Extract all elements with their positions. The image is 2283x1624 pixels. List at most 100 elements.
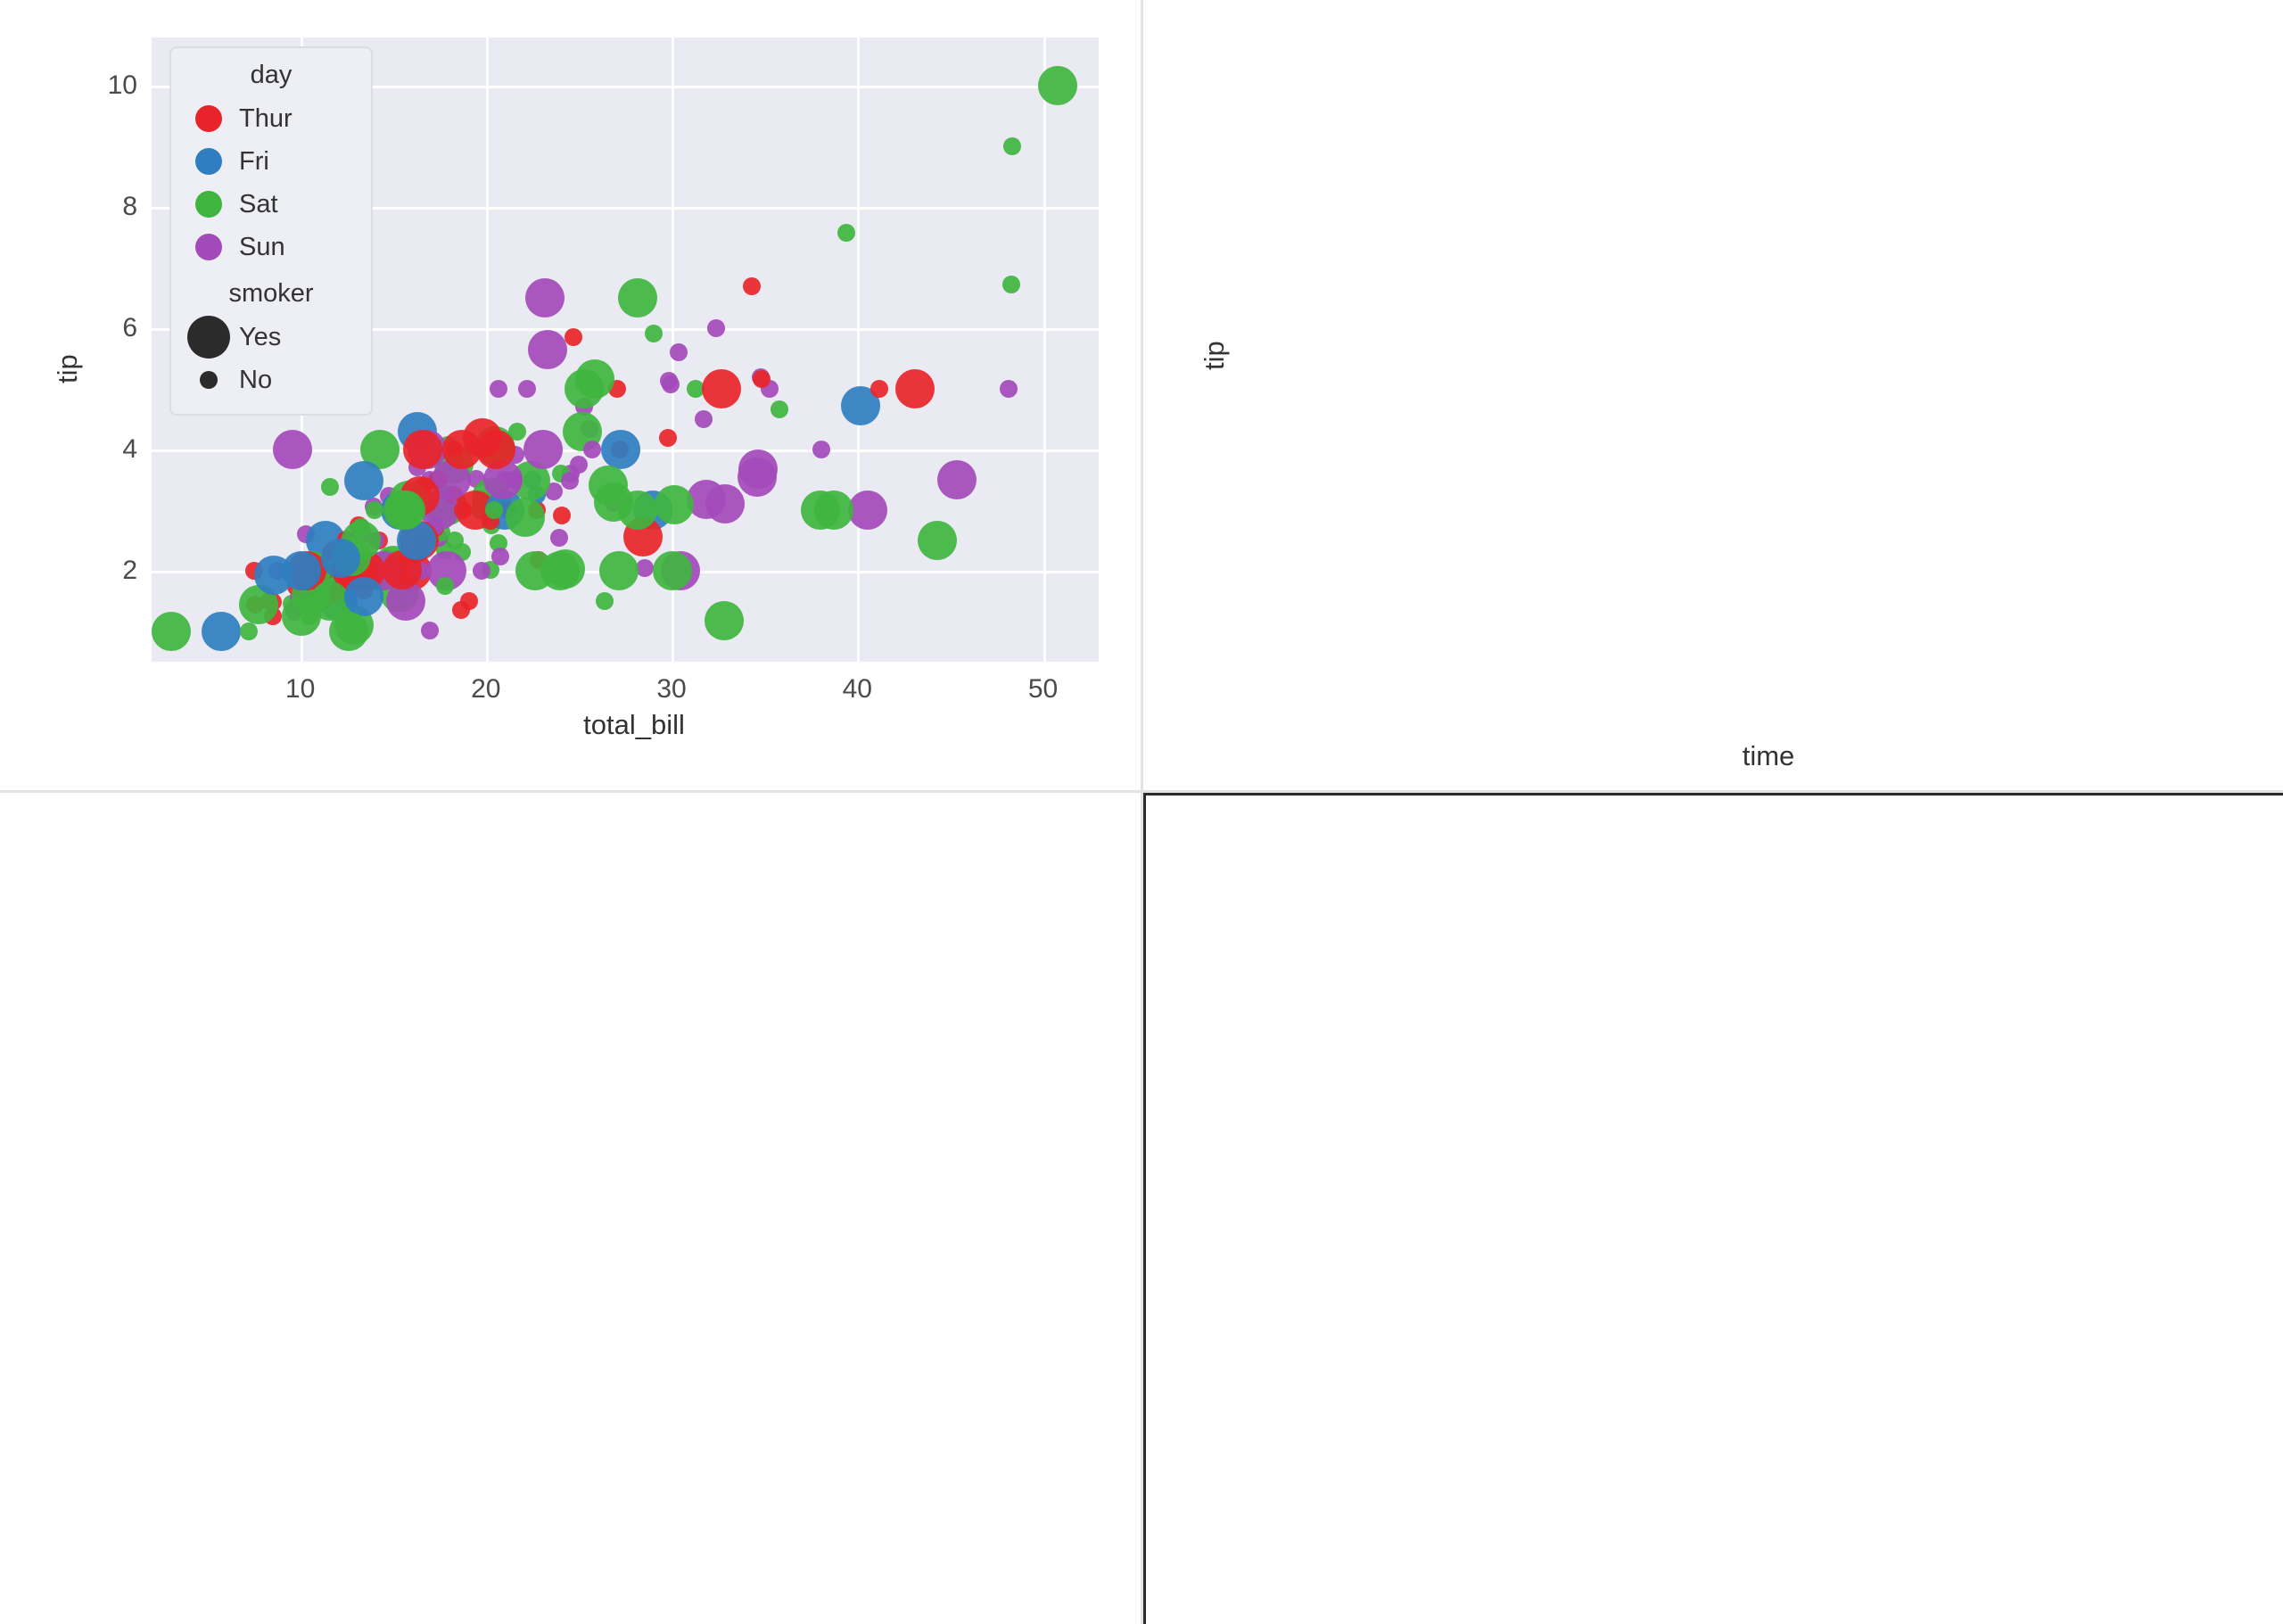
data-point (320, 539, 360, 579)
data-point (1002, 137, 1021, 156)
x-tick-label: 40 (842, 674, 872, 704)
data-point (644, 324, 663, 342)
gridline-vertical (1043, 37, 1046, 662)
data-point (596, 592, 614, 611)
data-point (658, 428, 677, 447)
legend-label-sat: Sat (239, 189, 278, 218)
data-point (343, 461, 383, 501)
data-point (273, 430, 313, 470)
data-point (240, 622, 259, 641)
data-point (847, 490, 887, 531)
data-point (742, 276, 761, 295)
data-point (601, 430, 641, 470)
legend-label-fri: Fri (239, 146, 269, 176)
data-point (560, 472, 579, 490)
x-tick-label: 20 (471, 674, 501, 704)
y-tick-label: 10 (107, 70, 137, 101)
sat-color-swatch-icon (184, 191, 234, 218)
panel-boxplot-day-totalbill: smoker Yes No 1020304050ThurFriSatSun da… (0, 793, 1143, 1624)
data-point (812, 441, 831, 459)
legend-item-sun[interactable]: Sun (184, 226, 359, 268)
data-point (705, 483, 746, 523)
y-tick-label: 6 (122, 313, 137, 343)
scatter-x-axis-label: total_bill (583, 709, 685, 740)
legend-label-smoker-no: No (239, 365, 273, 394)
data-point (653, 551, 693, 591)
panel-swarm-time-tip: 246810LunchDinner time tip (1143, 0, 2283, 793)
data-point (917, 521, 957, 561)
data-point (515, 551, 556, 591)
data-point (490, 380, 508, 399)
data-point (617, 278, 657, 318)
legend-label-sun: Sun (239, 232, 285, 261)
data-point (575, 359, 615, 400)
data-point (552, 506, 571, 524)
data-point (421, 622, 440, 640)
data-point (485, 501, 504, 520)
data-point (321, 477, 340, 496)
data-point (451, 600, 470, 619)
scatter-legend[interactable]: day Thur Fri Sat Sun smoker Yes (169, 46, 373, 416)
data-point (365, 501, 383, 520)
data-point (582, 441, 601, 459)
data-point (282, 551, 322, 591)
data-point (704, 601, 744, 641)
data-point (441, 430, 482, 470)
data-point (1038, 66, 1078, 106)
legend-item-sat[interactable]: Sat (184, 183, 359, 226)
scatter-axes (152, 37, 1099, 662)
data-point (569, 456, 588, 474)
data-point (550, 528, 569, 547)
x-tick-label: 50 (1027, 674, 1059, 704)
data-point (659, 371, 678, 390)
gridline-horizontal (152, 328, 1099, 332)
legend-item-smoker-no[interactable]: No (184, 359, 359, 401)
fri-color-swatch-icon (184, 148, 234, 175)
data-point (701, 369, 741, 409)
swarm-x-axis-label: time (1742, 740, 1795, 771)
data-point (475, 430, 515, 470)
data-point (383, 490, 423, 531)
data-point (752, 369, 771, 388)
data-point (870, 380, 889, 399)
gridline-vertical (857, 37, 861, 662)
thur-color-swatch-icon (184, 105, 234, 132)
data-point (473, 562, 491, 581)
data-point (654, 484, 694, 524)
data-point (635, 558, 654, 577)
data-point (813, 490, 853, 531)
legend-label-smoker-yes: Yes (239, 322, 282, 351)
data-point (505, 498, 545, 538)
data-point (202, 612, 242, 652)
data-point (670, 343, 688, 362)
data-point (328, 612, 368, 652)
y-tick-label: 2 (122, 556, 137, 586)
data-point (686, 380, 705, 399)
data-point (738, 449, 778, 489)
data-point (351, 518, 370, 537)
data-point (523, 430, 564, 470)
gridline-horizontal (152, 207, 1099, 210)
data-point (282, 597, 322, 637)
legend-item-fri[interactable]: Fri (184, 140, 359, 183)
scatter-y-axis-label: tip (52, 354, 83, 383)
smoker-yes-size-icon (184, 316, 234, 359)
data-point (528, 330, 568, 369)
legend-item-thur[interactable]: Thur (184, 97, 359, 140)
data-point (343, 576, 383, 616)
data-point (524, 278, 565, 318)
data-point (771, 400, 789, 418)
data-point (1000, 380, 1018, 399)
legend-item-smoker-yes[interactable]: Yes (184, 316, 359, 359)
data-point (518, 380, 537, 399)
data-point (402, 430, 442, 470)
y-tick-label: 8 (122, 192, 137, 222)
data-point (895, 369, 935, 409)
data-point (508, 422, 527, 441)
data-point (490, 547, 509, 565)
data-point (564, 328, 582, 347)
data-point (545, 482, 564, 501)
gridline-horizontal (152, 86, 1099, 89)
x-tick-label: 10 (284, 674, 316, 704)
